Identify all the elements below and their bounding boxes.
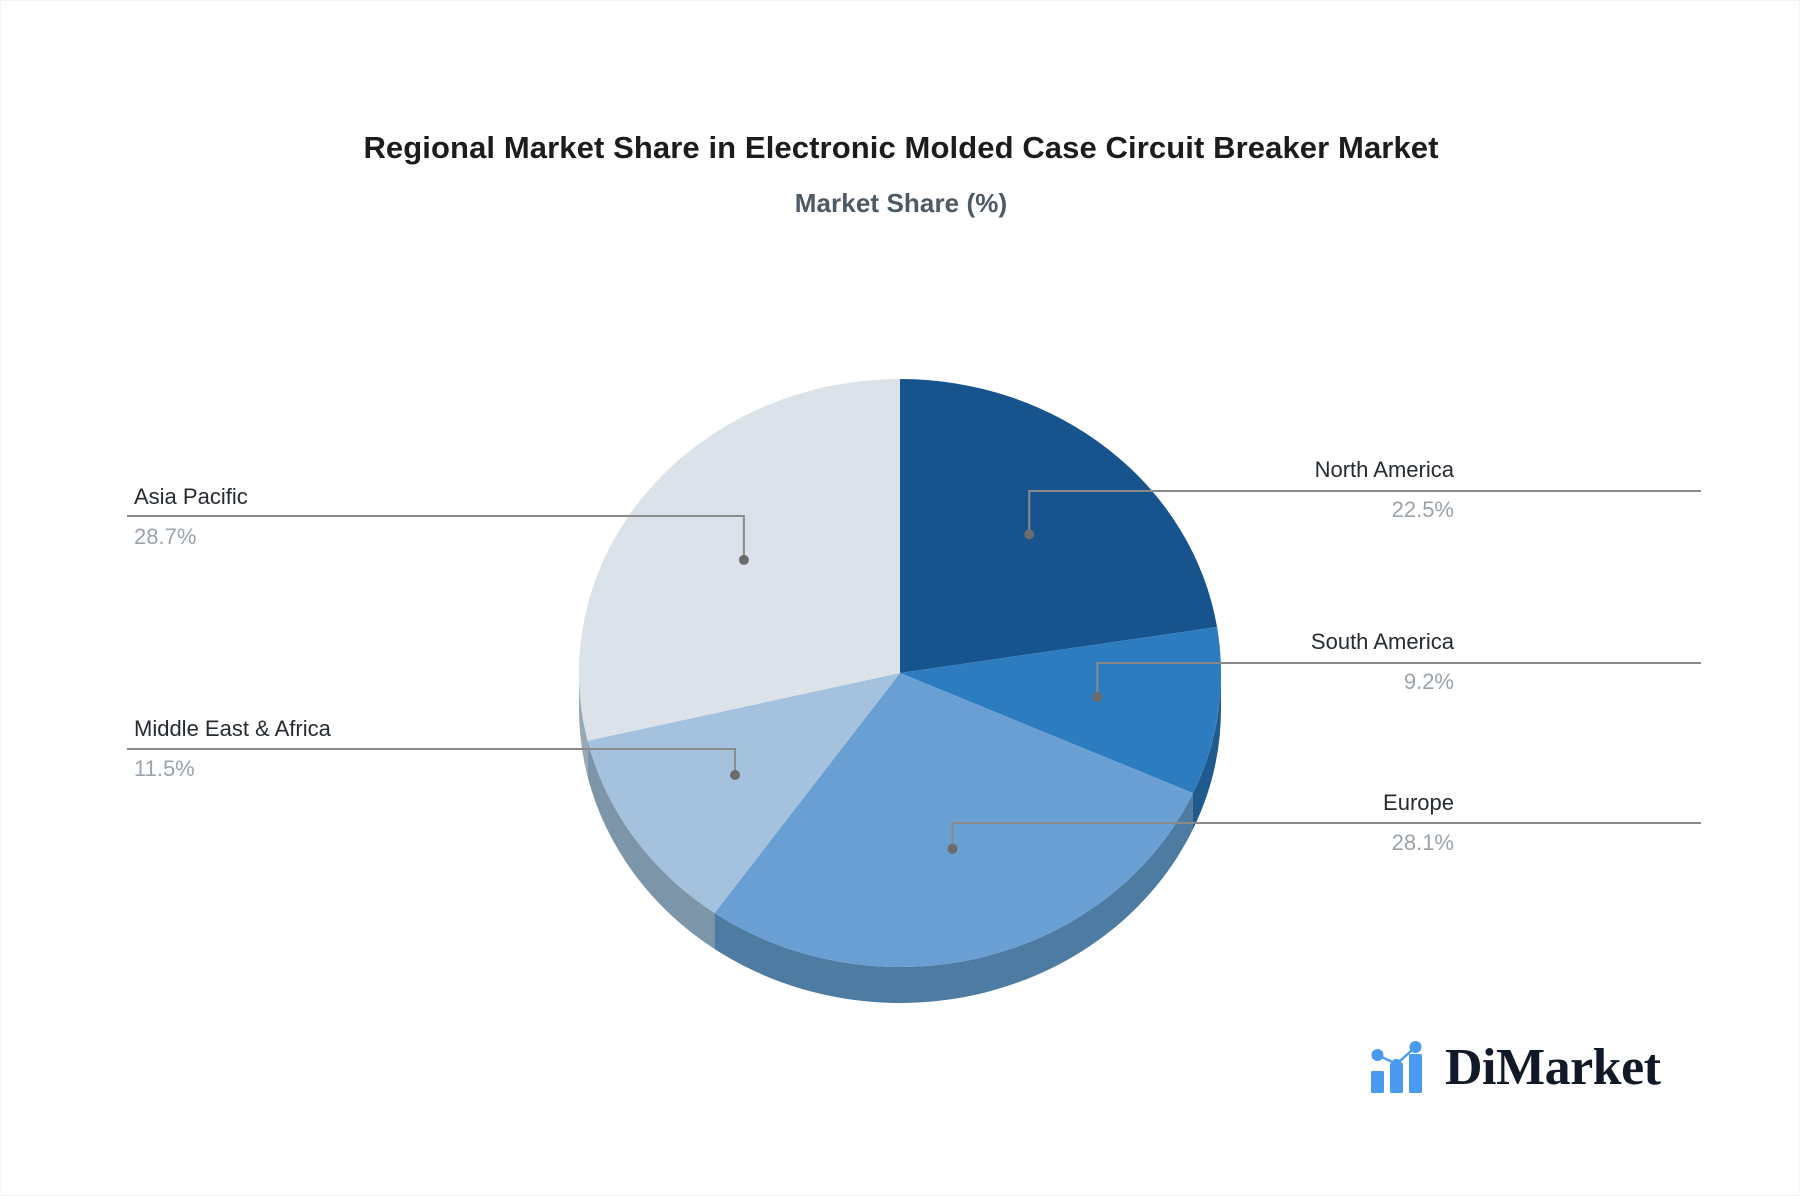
leader-line-4 (127, 748, 737, 775)
callout-value-north-america: 22.5% (1391, 496, 1454, 522)
callout-label-middle-east-africa: Middle East & Africa (134, 716, 331, 741)
pie-slice-europe[interactable] (714, 673, 1193, 967)
leader-dot-2 (1092, 691, 1103, 702)
leader-line-group (127, 490, 1701, 854)
leader-dot-3 (947, 843, 958, 854)
callout-label-europe: Europe (1383, 790, 1454, 815)
callout-value-south-america: 9.2% (1403, 668, 1454, 694)
title-block: Regional Market Share in Electronic Mold… (1, 129, 1799, 219)
pie-slice-side-4 (587, 740, 715, 950)
pie-slice-side-3 (714, 793, 1193, 1003)
callout-north-america: North America 22.5% (1054, 456, 1454, 523)
callout-value-middle-east-africa: 11.5% (134, 755, 195, 781)
callout-label-north-america: North America (1314, 457, 1454, 482)
chart-subtitle: Market Share (%) (794, 188, 1008, 219)
callout-middle-east-africa: Middle East & Africa 11.5% (134, 715, 534, 782)
pie-slice-middle-east-africa[interactable] (587, 673, 900, 914)
callout-europe: Europe 28.1% (1054, 789, 1454, 856)
callout-label-south-america: South America (1310, 629, 1454, 654)
pie-slice-side-5 (579, 673, 588, 777)
pie-slice-south-america[interactable] (900, 627, 1221, 794)
callout-value-europe: 28.1% (1391, 829, 1454, 855)
leader-line-2 (1096, 662, 1701, 697)
leader-line-3 (951, 822, 1701, 849)
callout-value-asia-pacific: 28.7% (134, 523, 197, 549)
bar-chart-icon (1371, 1041, 1422, 1093)
leader-line-1 (1028, 490, 1701, 535)
page-title: Regional Market Share in Electronic Mold… (363, 130, 1439, 165)
leader-dot-5 (738, 554, 749, 565)
leader-line-5 (127, 515, 745, 560)
leader-dot-1 (1024, 529, 1035, 540)
callout-label-asia-pacific: Asia Pacific (134, 484, 248, 509)
pie-slice-side-2 (1192, 673, 1221, 830)
callout-south-america: South America 9.2% (1054, 628, 1454, 695)
brand-logo: DiMarket (1369, 1039, 1661, 1096)
pie-slice-north-america[interactable] (900, 379, 1218, 673)
leader-dot-4 (730, 769, 741, 780)
brand-name: DiMarket (1445, 1039, 1661, 1096)
pie-3d-side-walls (579, 673, 1221, 1003)
callout-asia-pacific: Asia Pacific 28.7% (134, 483, 534, 550)
